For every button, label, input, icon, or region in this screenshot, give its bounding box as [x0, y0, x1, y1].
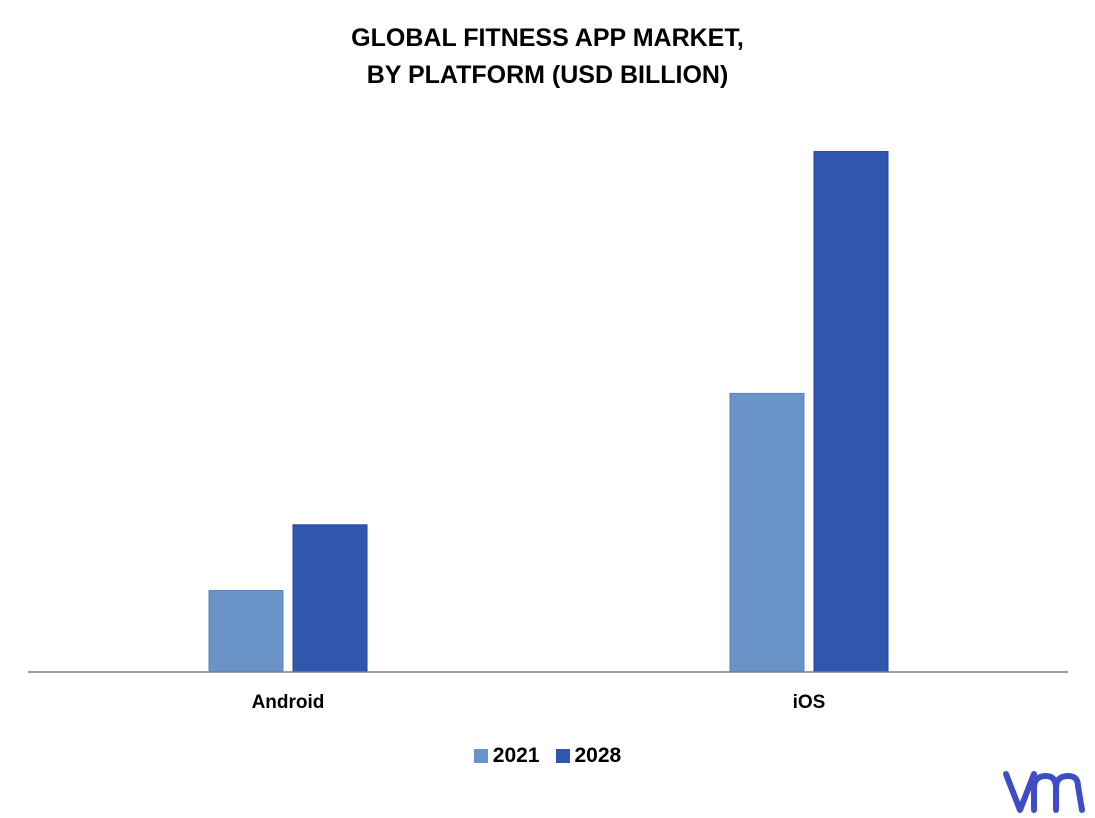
- bar-ios-2028: [813, 151, 889, 673]
- bars-group: [208, 151, 889, 673]
- legend-swatch-2028: [555, 749, 570, 763]
- tick-label-ios: iOS: [793, 692, 826, 713]
- vmr-logo-icon: [1003, 771, 1085, 813]
- x-tick-labels: Android iOS: [252, 692, 826, 713]
- chart-title-line-2: BY PLATFORM (USD BILLION): [366, 61, 729, 89]
- legend-item-2028: 2028: [555, 744, 622, 768]
- legend-item-2021: 2021: [473, 744, 540, 768]
- bar-android-2021: [208, 590, 284, 673]
- chart-title-line-1: GLOBAL FITNESS APP MARKET,: [351, 24, 744, 52]
- chart-title: GLOBAL FITNESS APP MARKET, BY PLATFORM (…: [0, 20, 1095, 94]
- bar-android-2028: [292, 524, 368, 673]
- legend-label-2028: 2028: [574, 744, 622, 767]
- legend: 2021 2028: [0, 744, 1095, 768]
- legend-label-2021: 2021: [492, 744, 540, 767]
- tick-label-android: Android: [252, 692, 325, 713]
- bar-ios-2021: [729, 392, 805, 673]
- legend-swatch-2021: [473, 749, 488, 763]
